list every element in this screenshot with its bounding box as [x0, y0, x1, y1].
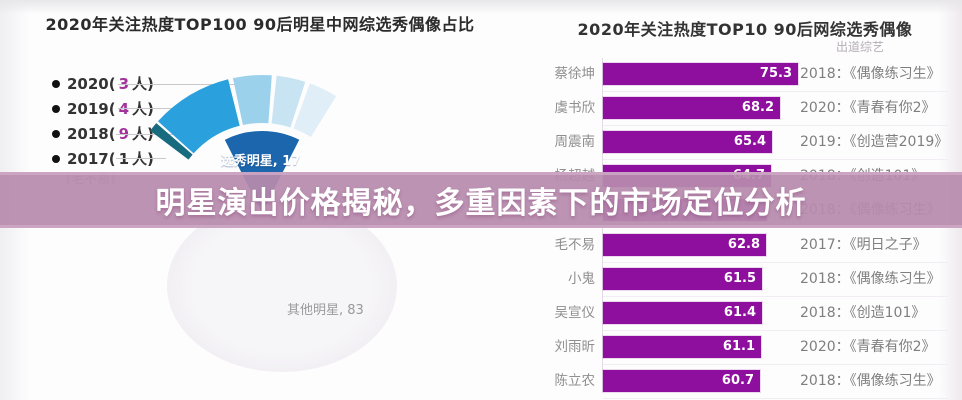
legend-item: 2019(4 人) — [52, 97, 154, 122]
idol-name: 虞书欣 — [554, 100, 596, 117]
heat-bar: 65.4 — [603, 131, 772, 154]
legend-count: 1 — [118, 150, 130, 168]
bar-chart-row: 刘雨昕 61.1 2020：《青春有你2》 — [0, 335, 962, 365]
bullet-dot-icon — [52, 155, 60, 163]
debut-show-label: 2018：《创造101》 — [800, 304, 926, 321]
row-separator — [603, 397, 948, 399]
left-chart-title: 2020年关注热度TOP100 90后明星中网综选秀偶像占比 — [45, 15, 475, 34]
idol-name: 周震南 — [554, 134, 596, 151]
fan-segment-2018 — [158, 79, 240, 154]
idol-name: 陈立农 — [554, 372, 596, 389]
fan-segment-2017 — [150, 123, 193, 160]
left-chart-legend: 2020(3 人) 2019(4 人) 2018(9 人) 2017(1 人) — [52, 72, 154, 172]
row-separator — [603, 329, 948, 331]
leader-line-2020 — [118, 84, 244, 85]
legend-count: 4 — [118, 100, 130, 118]
bar-chart-row: 吴宣仪 61.4 2018：《创造101》 — [0, 301, 962, 331]
heat-value: 60.7 — [721, 372, 754, 388]
debut-show-label: 2018：《偶像练习生》 — [800, 66, 941, 82]
fan-pie-chart — [150, 74, 337, 218]
row-separator — [603, 261, 948, 263]
legend-item: 2017(1 人) — [52, 147, 154, 172]
row-separator — [603, 295, 948, 297]
heat-bar: 61.5 — [603, 267, 762, 290]
debut-column-header: 出道综艺 — [835, 40, 884, 54]
heat-bar: 68.2 — [603, 97, 780, 120]
debut-show-label: 2018：《偶像练习生》 — [800, 270, 941, 287]
legend-suffix: 人) — [132, 150, 154, 168]
idols-slice-label: 选秀明星, 17 — [220, 154, 301, 169]
heat-bar: 61.1 — [603, 335, 761, 358]
bar-chart-row: 毛不易 62.8 2017：《明日之子》 — [0, 233, 962, 263]
leader-line-2017 — [116, 158, 166, 159]
legend-suffix: 人) — [132, 100, 154, 118]
bar-chart-row: 小鬼 61.5 2018：《偶像练习生》 — [0, 267, 962, 297]
idol-name: 小鬼 — [568, 270, 595, 287]
idol-name: 刘雨昕 — [554, 338, 596, 355]
row-separator — [603, 125, 948, 127]
bar-chart-row: 蔡徐坤 75.3 2018：《偶像练习生》 — [0, 63, 962, 92]
heat-value: 62.8 — [727, 236, 760, 252]
heat-bar: 75.3 — [603, 63, 798, 85]
legend-year-label: 2019( — [67, 100, 116, 118]
heat-value: 75.3 — [759, 66, 792, 81]
other-stars-circle — [167, 200, 397, 372]
bullet-dot-icon — [52, 130, 60, 138]
heat-value: 61.1 — [722, 338, 755, 354]
bar-chart-row: 虞书欣 68.2 2020：《青春有你2》 — [0, 97, 962, 127]
bar-chart-row: 周震南 65.4 2019：《创造营2019》 — [0, 131, 962, 161]
legend-year-label: 2017( — [67, 150, 116, 168]
row-separator — [603, 91, 948, 92]
fan-segment-2020b — [293, 83, 337, 137]
bullet-dot-icon — [52, 105, 60, 113]
fan-segment-2019 — [232, 74, 272, 125]
heat-value: 61.5 — [723, 270, 756, 286]
debut-show-label: 2019：《创造营2019》 — [800, 134, 949, 151]
right-chart-title: 2020年关注热度TOP10 90后网综选秀偶像 — [577, 20, 913, 39]
leader-line-2019 — [118, 108, 215, 109]
idol-name: 吴宣仪 — [554, 304, 596, 321]
bar-chart-row: 陈立农 60.7 2018：《偶像练习生》 — [0, 369, 962, 399]
heat-value: 61.4 — [723, 304, 756, 320]
row-separator — [603, 159, 948, 161]
legend-year-label: 2020( — [67, 75, 116, 93]
idol-name: 蔡徐坤 — [554, 66, 596, 82]
heat-bar: 60.7 — [603, 369, 760, 392]
heat-value: 65.4 — [733, 134, 766, 150]
idol-name: 毛不易 — [554, 236, 596, 253]
heat-bar: 61.4 — [603, 301, 762, 324]
heat-value: 68.2 — [741, 100, 774, 116]
fan-segment-2020a — [271, 75, 306, 128]
other-stars-label: 其他明星, 83 — [287, 303, 364, 318]
row-separator — [603, 363, 948, 365]
headline-text: 明星演出价格揭秘，多重因素下的市场定位分析 — [155, 186, 807, 221]
headline-banner: 明星演出价格揭秘，多重因素下的市场定位分析 — [0, 172, 962, 228]
debut-show-label: 2020：《青春有你2》 — [800, 100, 936, 117]
debut-show-label: 2020：《青春有你2》 — [800, 338, 936, 355]
leader-line-2018 — [116, 134, 186, 135]
debut-show-label: 2017：《明日之子》 — [800, 236, 927, 253]
legend-year-label: 2018( — [67, 125, 116, 143]
bullet-dot-icon — [52, 80, 60, 88]
heat-bar: 62.8 — [603, 233, 766, 256]
debut-show-label: 2018：《偶像练习生》 — [800, 372, 941, 389]
